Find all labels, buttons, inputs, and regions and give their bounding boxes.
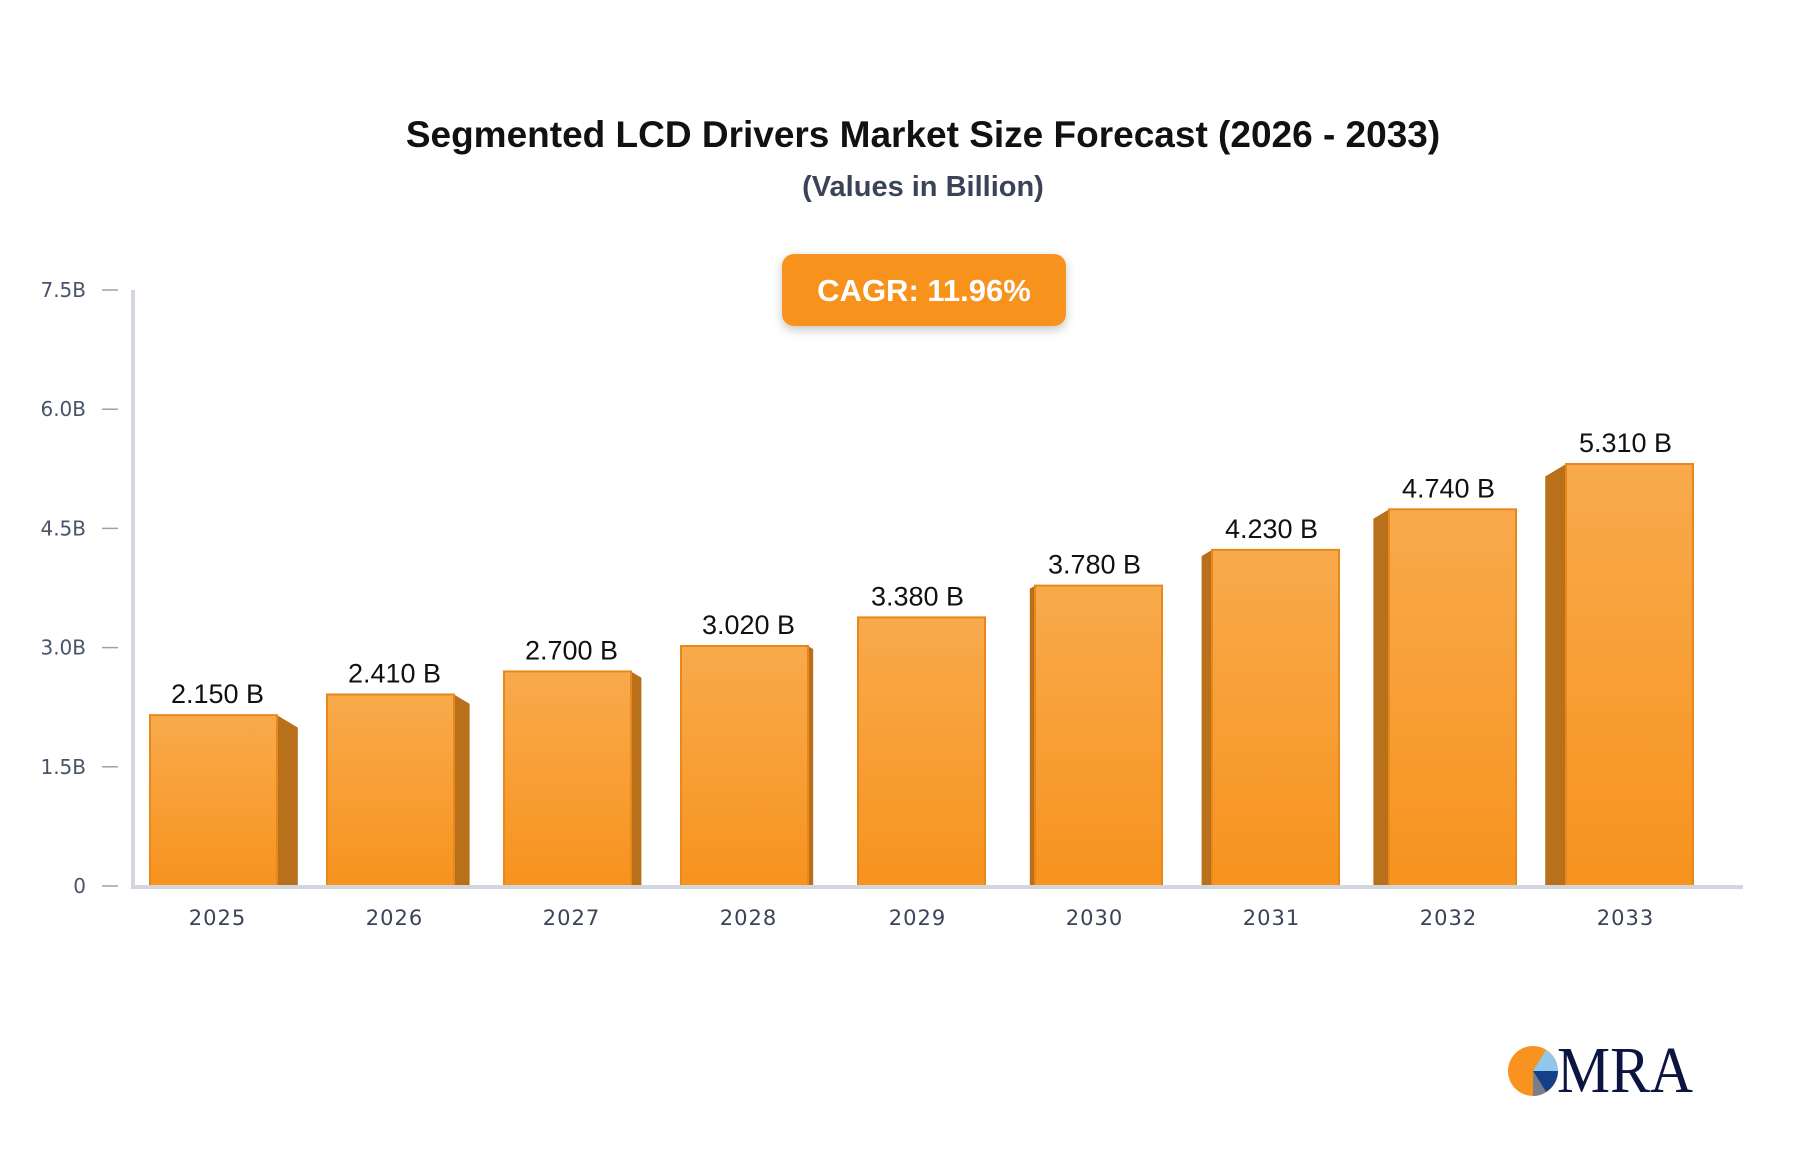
bar: [326, 693, 455, 888]
bar-side: [631, 671, 642, 886]
y-tick-label: 0: [73, 874, 86, 898]
x-tick-label: 2033: [1597, 906, 1654, 930]
bar: [680, 645, 809, 888]
bar-side: [1545, 464, 1566, 886]
bar-side: [1029, 585, 1035, 886]
cagr-label: CAGR: 11.96%: [817, 273, 1031, 308]
data-label: 3.780 B: [1048, 550, 1141, 580]
bar-2028: 3.020 B 2028: [680, 610, 814, 930]
mra-logo: MRA: [1508, 1034, 1693, 1107]
data-label: 5.310 B: [1579, 428, 1672, 458]
bar-2026: 2.410 B 2026: [326, 658, 470, 930]
bar: [1034, 584, 1163, 888]
bar-2031: 4.230 B 2031: [1201, 514, 1340, 930]
logo-text: MRA: [1557, 1034, 1693, 1107]
bar: [503, 670, 632, 887]
y-tick-label: 3.0B: [40, 636, 86, 660]
y-tick-label: 6.0B: [40, 397, 86, 421]
bar: [1388, 508, 1517, 887]
bar: [149, 714, 278, 887]
bar-side: [454, 694, 470, 886]
bar-2029: 3.380 B 2029: [857, 581, 986, 930]
data-label: 2.700 B: [525, 635, 618, 665]
bar-2025: 2.150 B 2025: [149, 679, 298, 930]
data-label: 3.020 B: [702, 610, 795, 640]
x-tick-label: 2030: [1066, 906, 1123, 930]
bar: [1565, 463, 1694, 887]
bar-2033: 5.310 B 2033: [1545, 428, 1694, 930]
x-tick-label: 2027: [543, 906, 600, 930]
data-label: 3.380 B: [871, 581, 964, 611]
y-tick-label: 7.5B: [40, 278, 86, 302]
bar-2030: 3.780 B 2030: [1029, 550, 1163, 930]
bar-side: [1201, 549, 1212, 886]
x-tick-label: 2025: [189, 906, 246, 930]
y-tick-label: 1.5B: [40, 755, 86, 779]
x-tick-label: 2032: [1420, 906, 1477, 930]
chart-title: Segmented LCD Drivers Market Size Foreca…: [406, 114, 1440, 155]
x-tick-label: 2026: [366, 906, 423, 930]
y-tick-label: 4.5B: [40, 516, 86, 540]
data-label: 4.230 B: [1225, 514, 1318, 544]
bar-2032: 4.740 B 2032: [1373, 473, 1517, 930]
bars: 2.150 B 2025 2.410 B 2026 2.700 B 2027 3.020 B…: [149, 428, 1694, 930]
x-tick-label: 2031: [1243, 906, 1300, 930]
data-label: 4.740 B: [1402, 473, 1495, 503]
y-axis: 0 1.5B 3.0B 4.5B 6.0B 7.5B: [40, 278, 118, 898]
data-label: 2.410 B: [348, 658, 441, 688]
bar-side: [808, 646, 814, 886]
bar-side: [1373, 509, 1389, 886]
cagr-badge: CAGR: 11.96%: [782, 254, 1066, 326]
x-tick-label: 2029: [889, 906, 946, 930]
bar: [1211, 548, 1340, 888]
chart-subtitle: (Values in Billion): [802, 171, 1044, 203]
data-label: 2.150 B: [171, 679, 264, 709]
bar: [857, 616, 986, 887]
x-tick-label: 2028: [720, 906, 777, 930]
bar-side: [277, 715, 298, 886]
